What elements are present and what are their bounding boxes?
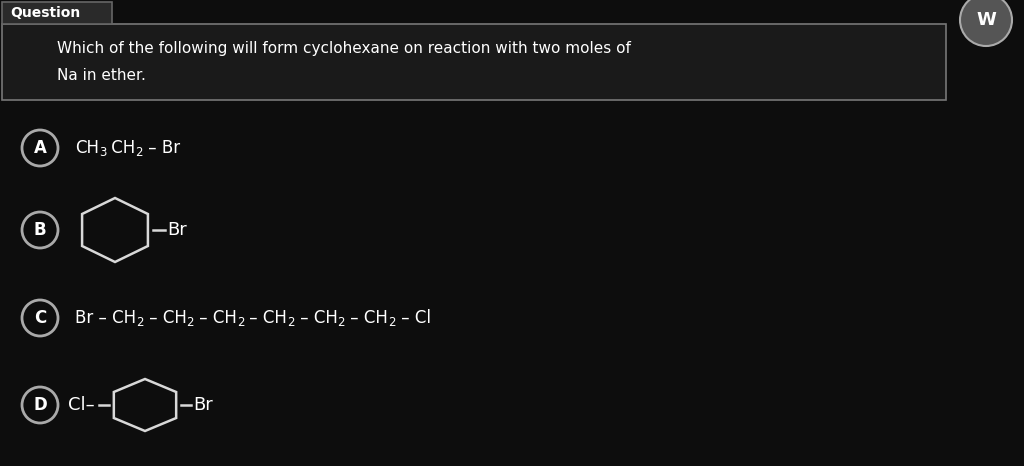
- FancyBboxPatch shape: [2, 24, 946, 100]
- Text: 2: 2: [338, 315, 345, 329]
- Text: – Cl: – Cl: [395, 309, 430, 327]
- Text: D: D: [33, 396, 47, 414]
- Text: 2: 2: [136, 315, 143, 329]
- Text: – Br: – Br: [143, 139, 180, 157]
- Text: – CH: – CH: [245, 309, 288, 327]
- Circle shape: [22, 387, 58, 423]
- Text: Which of the following will form cyclohexane on reaction with two moles of: Which of the following will form cyclohe…: [57, 41, 631, 55]
- Circle shape: [22, 300, 58, 336]
- Text: Br: Br: [167, 221, 186, 239]
- Text: Cl–: Cl–: [68, 396, 94, 414]
- Text: Question: Question: [10, 6, 80, 20]
- Text: – CH: – CH: [143, 309, 186, 327]
- Text: – CH: – CH: [345, 309, 388, 327]
- Text: 2: 2: [388, 315, 395, 329]
- Circle shape: [22, 130, 58, 166]
- Circle shape: [961, 0, 1012, 46]
- Text: 2: 2: [237, 315, 245, 329]
- Text: Na in ether.: Na in ether.: [57, 69, 145, 83]
- Text: C: C: [34, 309, 46, 327]
- Text: CH: CH: [106, 139, 135, 157]
- Text: W: W: [976, 11, 996, 29]
- Text: A: A: [34, 139, 46, 157]
- Text: 2: 2: [135, 145, 143, 158]
- Text: Br: Br: [193, 396, 213, 414]
- Text: – CH: – CH: [194, 309, 237, 327]
- Text: CH: CH: [75, 139, 99, 157]
- Text: 2: 2: [288, 315, 295, 329]
- Text: B: B: [34, 221, 46, 239]
- Text: 2: 2: [186, 315, 194, 329]
- Circle shape: [22, 212, 58, 248]
- Text: Br – CH: Br – CH: [75, 309, 136, 327]
- Text: 3: 3: [99, 145, 106, 158]
- Text: – CH: – CH: [295, 309, 338, 327]
- FancyBboxPatch shape: [2, 2, 112, 24]
